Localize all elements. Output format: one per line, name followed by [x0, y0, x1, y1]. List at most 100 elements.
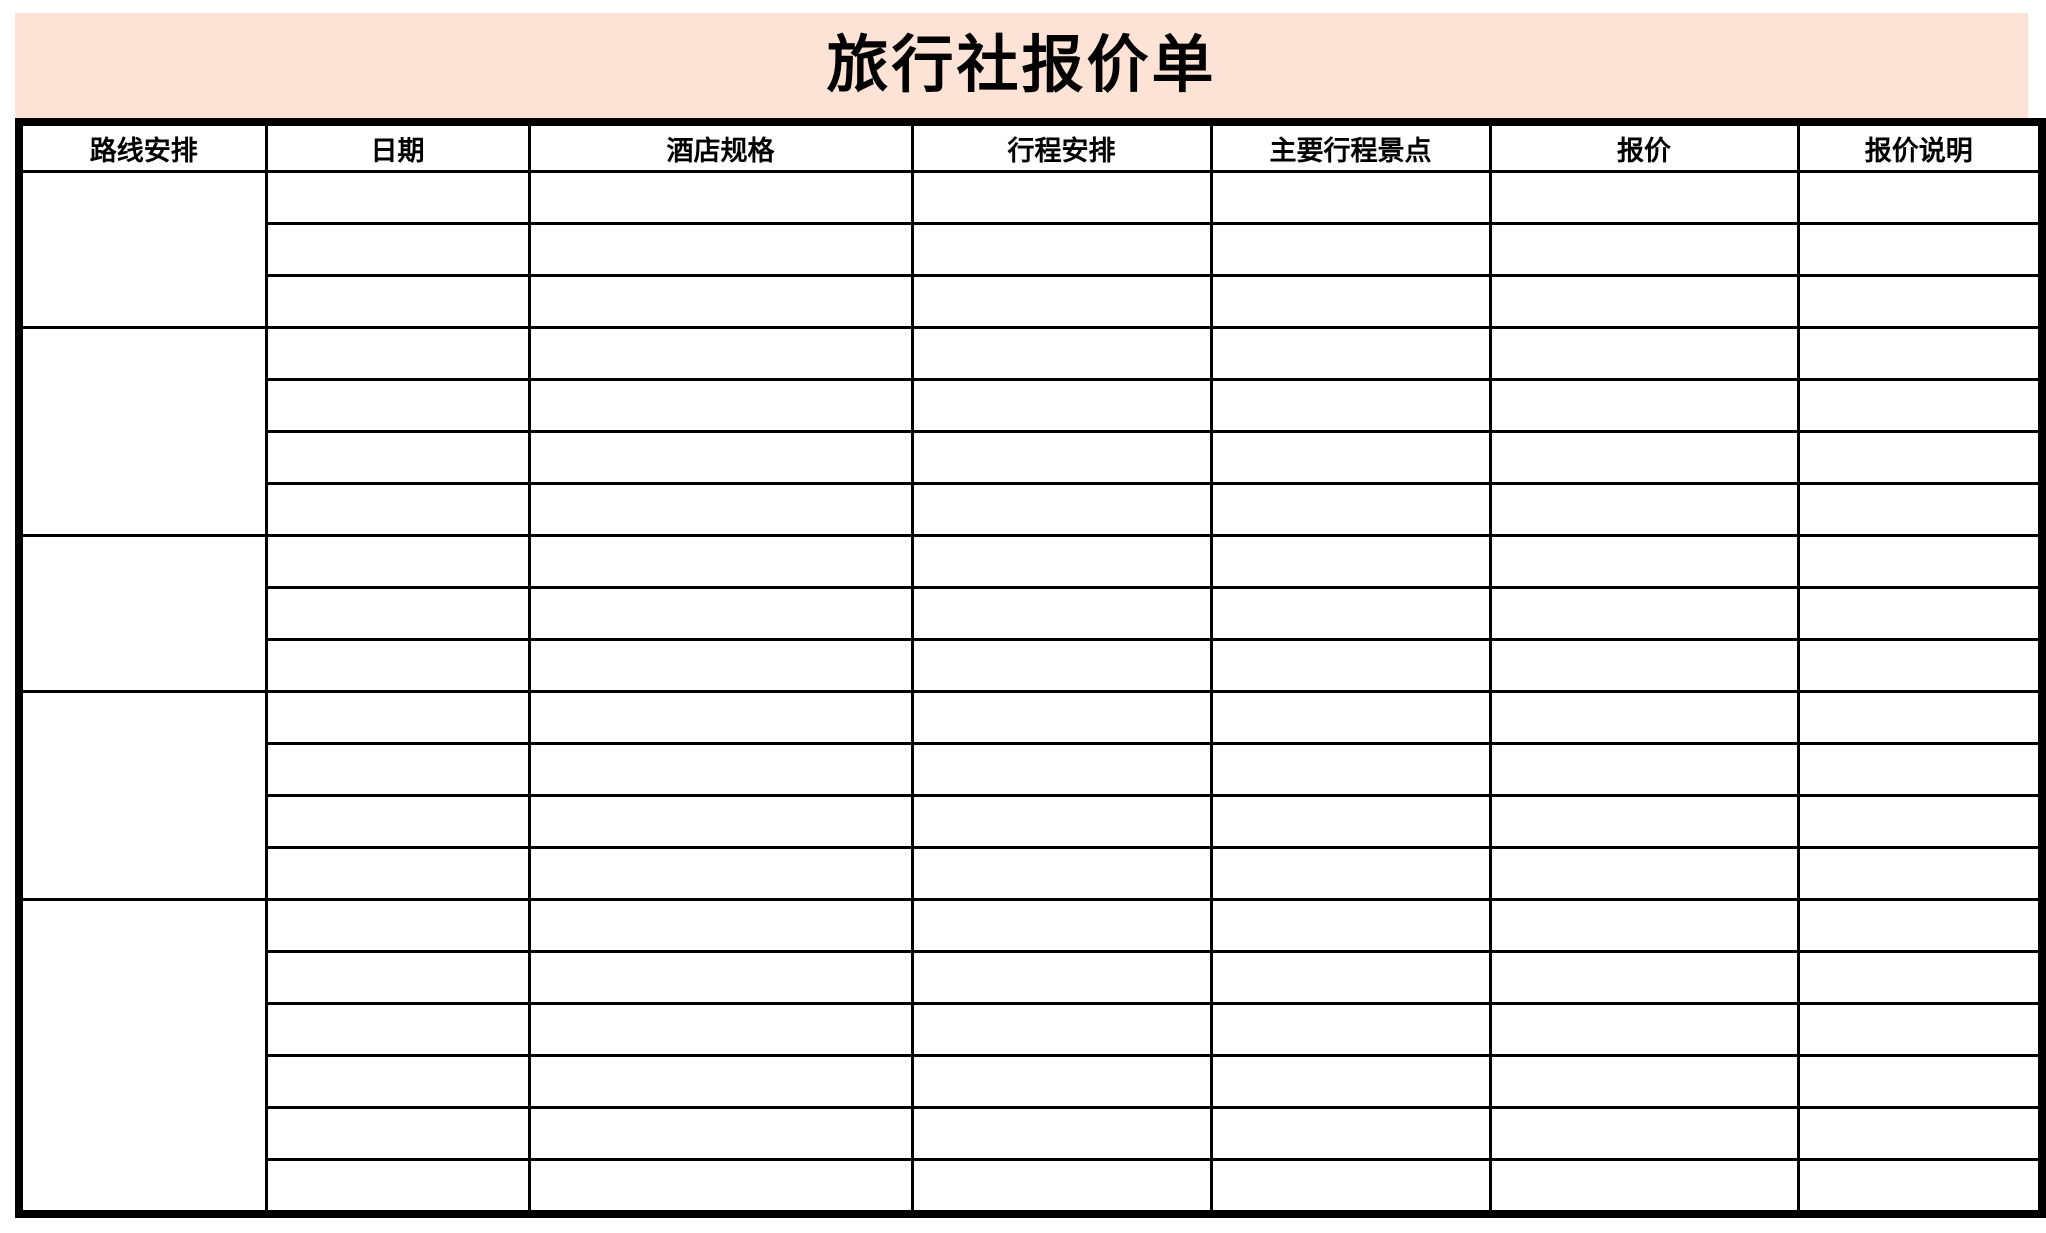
empty-cell — [1488, 846, 1800, 901]
empty-cell — [1209, 170, 1492, 225]
empty-cell — [1209, 898, 1492, 953]
empty-cell — [1209, 638, 1492, 693]
empty-cell — [527, 274, 914, 329]
empty-cell — [1209, 690, 1492, 745]
header-hotel-spec: 酒店规格 — [527, 120, 914, 173]
empty-cell — [527, 378, 914, 433]
empty-cell — [527, 742, 914, 797]
empty-cell — [1796, 482, 2044, 537]
empty-cell — [910, 690, 1213, 745]
empty-cell — [264, 534, 531, 589]
empty-cell — [1209, 378, 1492, 433]
table-row — [19, 222, 2044, 277]
empty-cell — [1488, 638, 1800, 693]
empty-cell — [264, 1002, 531, 1057]
empty-cell — [264, 742, 531, 797]
table-row — [19, 950, 2044, 1005]
empty-cell — [1209, 1054, 1492, 1109]
empty-cell — [1796, 794, 2044, 849]
empty-cell — [1209, 950, 1492, 1005]
table-row — [19, 586, 2044, 641]
empty-cell — [264, 846, 531, 901]
empty-cell — [527, 690, 914, 745]
table-row — [19, 638, 2044, 693]
empty-cell — [910, 482, 1213, 537]
empty-cell — [910, 170, 1213, 225]
empty-cell — [1488, 378, 1800, 433]
empty-cell — [1209, 534, 1492, 589]
header-price: 报价 — [1488, 120, 1800, 173]
table-row — [19, 378, 2044, 433]
empty-cell — [1796, 638, 2044, 693]
empty-cell — [910, 1158, 1213, 1216]
route-merged-cell — [17, 534, 268, 693]
empty-cell — [1488, 482, 1800, 537]
header-main-sights: 主要行程景点 — [1209, 120, 1492, 173]
table-row — [17, 170, 2044, 329]
empty-cell — [264, 326, 531, 381]
empty-cell — [1796, 170, 2044, 225]
empty-cell — [1488, 1106, 1800, 1161]
empty-cell — [527, 898, 914, 953]
empty-cell — [264, 794, 531, 849]
empty-cell — [527, 1002, 914, 1057]
empty-cell — [1488, 794, 1800, 849]
empty-cell — [910, 378, 1213, 433]
empty-cell — [1796, 326, 2044, 381]
empty-cell — [910, 638, 1213, 693]
empty-cell — [1209, 794, 1492, 849]
table-row — [19, 794, 2044, 849]
header-route: 路线安排 — [17, 120, 268, 173]
empty-cell — [527, 170, 914, 225]
empty-cell — [1488, 742, 1800, 797]
empty-cell — [910, 430, 1213, 485]
table-row — [19, 482, 2044, 537]
empty-cell — [264, 274, 531, 329]
empty-cell — [910, 222, 1213, 277]
empty-cell — [1209, 586, 1492, 641]
empty-cell — [527, 1054, 914, 1109]
empty-cell — [264, 1054, 531, 1109]
empty-cell — [1209, 274, 1492, 329]
empty-cell — [910, 846, 1213, 901]
table-row — [17, 534, 2044, 693]
empty-cell — [527, 430, 914, 485]
empty-cell — [910, 950, 1213, 1005]
empty-cell — [264, 690, 531, 745]
table-row — [19, 742, 2044, 797]
empty-cell — [527, 534, 914, 589]
empty-cell — [1796, 1158, 2044, 1216]
empty-cell — [1209, 430, 1492, 485]
route-merged-cell — [17, 326, 268, 537]
header-itinerary: 行程安排 — [910, 120, 1213, 173]
table-row — [19, 1054, 2044, 1109]
table-row — [19, 1002, 2044, 1057]
empty-cell — [1488, 1054, 1800, 1109]
table-row — [19, 430, 2044, 485]
table-row — [17, 690, 2044, 901]
empty-cell — [527, 1158, 914, 1216]
empty-cell — [1796, 274, 2044, 329]
empty-cell — [1488, 690, 1800, 745]
table-row — [19, 1106, 2044, 1161]
empty-cell — [264, 1158, 531, 1216]
empty-cell — [264, 638, 531, 693]
empty-cell — [1488, 950, 1800, 1005]
header-row: 路线安排 日期 酒店规格 行程安排 主要行程景点 报价 报价说明 — [17, 120, 2044, 173]
table-body — [17, 170, 2044, 1216]
empty-cell — [264, 898, 531, 953]
empty-cell — [1796, 1002, 2044, 1057]
empty-cell — [1209, 742, 1492, 797]
empty-cell — [264, 1106, 531, 1161]
empty-cell — [1796, 898, 2044, 953]
empty-cell — [527, 586, 914, 641]
empty-cell — [1488, 170, 1800, 225]
table-header: 路线安排 日期 酒店规格 行程安排 主要行程景点 报价 报价说明 — [17, 120, 2044, 173]
empty-cell — [527, 222, 914, 277]
empty-cell — [1796, 950, 2044, 1005]
empty-cell — [264, 170, 531, 225]
table-row — [19, 274, 2044, 329]
empty-cell — [1209, 1106, 1492, 1161]
empty-cell — [910, 1054, 1213, 1109]
empty-cell — [1488, 898, 1800, 953]
